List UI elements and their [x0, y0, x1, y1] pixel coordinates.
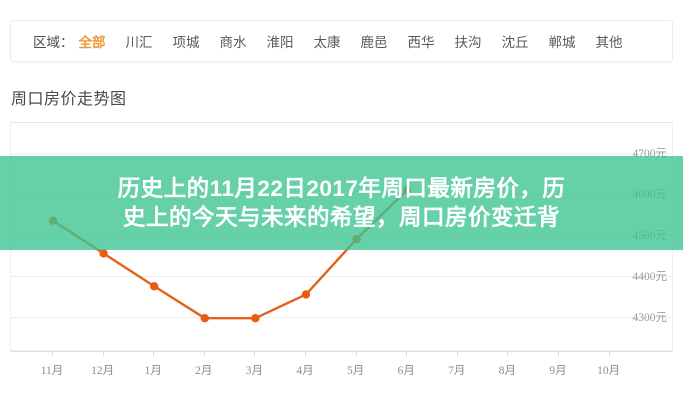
- chart-x-tick: [558, 352, 559, 356]
- region-filter-item-shangshui[interactable]: 商水: [219, 35, 247, 50]
- region-filter-item-huaiyang[interactable]: 淮阳: [266, 35, 294, 50]
- chart-x-tick-label: 5月: [346, 365, 365, 377]
- chart-x-tick: [153, 352, 155, 356]
- region-filter-item-xiangcheng[interactable]: 项城: [172, 35, 200, 50]
- region-filter-label: 区域：: [33, 35, 74, 50]
- chart-x-tick-label: 2月: [195, 365, 213, 377]
- chart-x-tick: [406, 352, 408, 356]
- chart-data-point[interactable]: [301, 290, 311, 299]
- region-filter-item-other[interactable]: 其他: [595, 35, 623, 50]
- chart-x-tick-label: 12月: [91, 365, 115, 377]
- chart-x-tick-label: 10月: [597, 365, 621, 377]
- region-filter-bar: 区域： 全部 川汇 项城 商水 淮阳 太康 鹿邑 西华 扶沟 沈丘 郸城 其他: [10, 20, 673, 62]
- chart-data-point[interactable]: [200, 314, 209, 323]
- chart-gridline: [11, 153, 672, 154]
- chart-x-tick-label: 7月: [448, 365, 466, 377]
- chart-x-tick-label: 1月: [144, 365, 162, 377]
- chart-x-tick-label: 4月: [296, 365, 314, 377]
- chart-gridline: [11, 317, 672, 318]
- chart-x-tick: [305, 352, 306, 356]
- chart-section-title: 周口房价走势图: [11, 91, 127, 108]
- chart-gridline: [11, 276, 672, 277]
- region-filter-item-luyi[interactable]: 鹿邑: [360, 35, 388, 50]
- region-filter-item-xihua[interactable]: 西华: [407, 35, 435, 50]
- chart-x-tick-label: 3月: [245, 365, 264, 377]
- chart-x-tick-label: 11月: [40, 365, 64, 377]
- region-filter-item-dancheng[interactable]: 郸城: [548, 35, 576, 50]
- chart-x-tick: [254, 352, 256, 356]
- chart-x-tick: [507, 352, 509, 356]
- region-filter-item-all[interactable]: 全部: [78, 35, 106, 50]
- overlay-line-1: 历史上的11月22日2017年周口最新房价，历: [117, 175, 566, 201]
- chart-y-tick-label: 4300元: [632, 312, 668, 324]
- chart-x-tick: [355, 352, 357, 356]
- article-title-overlay: 历史上的11月22日2017年周口最新房价，历 史上的今天与未来的希望，周口房价…: [0, 156, 683, 250]
- chart-x-axis-line: [10, 351, 673, 352]
- chart-x-tick: [203, 352, 205, 356]
- overlay-line-2: 史上的今天与未来的希望，周口房价变迁背: [122, 205, 560, 230]
- region-filter-item-taikang[interactable]: 太康: [313, 35, 341, 50]
- chart-data-point[interactable]: [99, 249, 108, 258]
- chart-x-tick-label: 9月: [549, 365, 567, 377]
- chart-x-tick: [456, 352, 458, 356]
- chart-x-tick: [608, 352, 610, 356]
- chart-data-point[interactable]: [251, 314, 260, 323]
- chart-x-tick-label: 8月: [498, 365, 517, 377]
- region-filter-item-chuanhui[interactable]: 川汇: [125, 35, 153, 50]
- region-filter-item-shenqiu[interactable]: 沈丘: [501, 35, 529, 50]
- chart-x-tick-label: 6月: [397, 365, 415, 377]
- chart-x-tick: [52, 352, 53, 356]
- region-filter-item-fugou[interactable]: 扶沟: [454, 35, 482, 50]
- chart-data-point[interactable]: [150, 282, 159, 291]
- chart-y-tick-label: 4400元: [632, 271, 668, 283]
- chart-x-tick: [102, 352, 104, 356]
